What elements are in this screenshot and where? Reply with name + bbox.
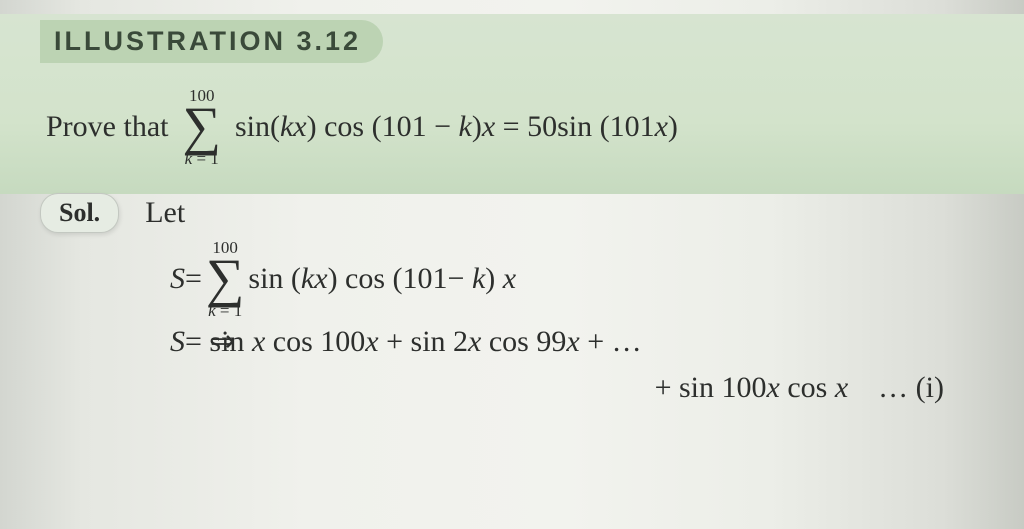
- equation-number: … (i): [878, 368, 944, 409]
- solution-label-pill: Sol.: [40, 193, 119, 233]
- solution-lead-row: Sol. Let: [40, 193, 954, 233]
- problem-statement: Prove that 100 ∑ k = 1 sin(kx) cos (101 …: [46, 87, 954, 167]
- eq2-expr: = sin x cos 100x + sin 2x cos 99x + …: [185, 322, 642, 363]
- equation-block: S = 100 ∑ k = 1 sin (kx) cos (101− k) x …: [170, 239, 954, 411]
- illustration-title-pill: ILLUSTRATION 3.12: [40, 20, 383, 63]
- sigma-2: 100 ∑ k = 1: [206, 239, 245, 319]
- eq3-expr: + sin 100x cos x: [655, 368, 849, 409]
- implies-arrow: ⇒: [210, 322, 235, 363]
- problem-expression: sin(kx) cos (101 − k)x = 50sin (101x): [235, 110, 678, 144]
- sigma-symbol: ∑: [182, 104, 221, 150]
- equation-line-3: + sin 100x cos x … (i): [170, 365, 954, 411]
- illustration-title: ILLUSTRATION 3.12: [54, 26, 361, 56]
- content: ILLUSTRATION 3.12 Prove that 100 ∑ k = 1…: [40, 20, 954, 411]
- sigma-lower: k = 1: [185, 150, 219, 167]
- eq1-expr: sin (kx) cos (101− k) x: [248, 259, 516, 300]
- let-text: Let: [145, 196, 185, 230]
- S-var: S: [170, 259, 185, 300]
- equation-line-2: ⇒ S = sin x cos 100x + sin 2x cos 99x + …: [170, 319, 954, 365]
- equation-line-1: S = 100 ∑ k = 1 sin (kx) cos (101− k) x: [170, 239, 954, 319]
- prove-lead: Prove that: [46, 110, 168, 144]
- sigma: 100 ∑ k = 1: [182, 87, 221, 167]
- page: ILLUSTRATION 3.12 Prove that 100 ∑ k = 1…: [0, 0, 1024, 529]
